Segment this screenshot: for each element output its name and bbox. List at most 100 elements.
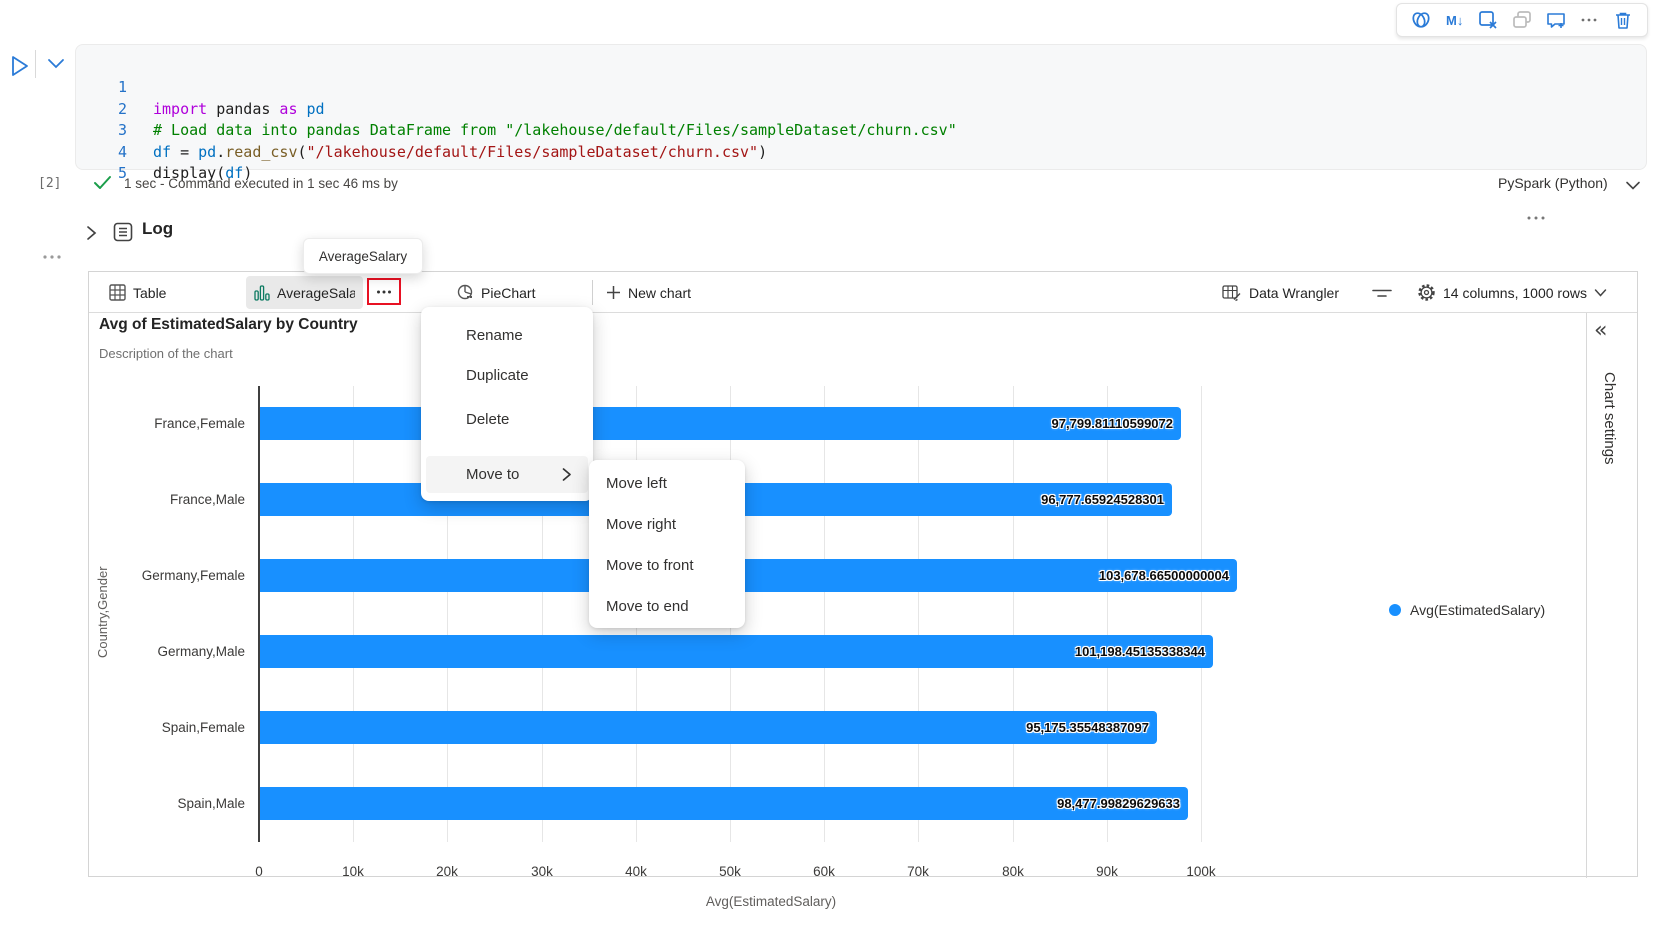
x-tick: 90k: [1096, 864, 1118, 879]
line-number: 3: [117, 121, 127, 140]
table-icon: [109, 284, 126, 301]
line-number: 5: [117, 163, 127, 182]
tab-label: AverageSala...: [277, 284, 355, 301]
filter-icon: [1372, 289, 1392, 297]
tab-label: New chart: [628, 284, 692, 301]
category-label: Germany,Female: [141, 568, 245, 583]
pie-chart-icon: [457, 284, 473, 300]
bar-germany-male[interactable]: 101,198.45135338344: [260, 635, 1213, 668]
chart-tab-more-button[interactable]: [367, 278, 401, 305]
bar-chart-icon: [254, 284, 270, 301]
log-list-icon: [112, 221, 134, 243]
tab-label: PieChart: [481, 284, 536, 301]
add-comment-icon: [1546, 13, 1565, 28]
move-to-submenu: Move left Move right Move to front Move …: [589, 460, 745, 628]
columns-settings-button[interactable]: 14 columns, 1000 rows: [1417, 276, 1607, 309]
delete-cell-icon: [1615, 12, 1630, 29]
chevron-down-icon[interactable]: [1625, 180, 1641, 192]
data-wrangler-button[interactable]: Data Wrangler: [1222, 276, 1339, 309]
bar-spain-male[interactable]: 98,477.99829629633: [260, 787, 1188, 820]
bar-france-female[interactable]: 97,799.81110599072: [260, 407, 1181, 440]
menu-item-move-to[interactable]: Move to: [426, 456, 588, 493]
add-comment-button[interactable]: [1544, 8, 1568, 32]
code-line: 3 df = pd.read_csv("/lakehouse/default/F…: [75, 99, 1645, 160]
bar-value-label: 98,477.99829629633: [1057, 796, 1180, 811]
tab-table[interactable]: Table: [109, 276, 166, 309]
legend-item[interactable]: Avg(EstimatedSalary): [1389, 602, 1545, 618]
play-icon: [12, 56, 28, 76]
copilot-icon: [1412, 12, 1430, 28]
log-section-title[interactable]: Log: [142, 219, 174, 238]
cell-toolbar: M↓: [1396, 3, 1648, 37]
tab-label: Data Wrangler: [1249, 284, 1340, 301]
bar-value-label: 101,198.45135338344: [1074, 644, 1205, 659]
gridline: [918, 386, 919, 842]
gridline: [353, 386, 354, 842]
category-label: Spain,Male: [177, 796, 245, 811]
submenu-item-move-right[interactable]: Move right: [606, 516, 677, 533]
clear-cell-button[interactable]: [1476, 8, 1500, 32]
settings-rail-divider: [1586, 313, 1587, 878]
kernel-selector[interactable]: PySpark (Python): [1498, 175, 1608, 191]
output-more-button[interactable]: [40, 248, 64, 266]
code-cell[interactable]: [75, 44, 1647, 170]
expand-settings-button[interactable]: «: [1594, 318, 1607, 343]
menu-item-duplicate[interactable]: Duplicate: [466, 367, 529, 384]
menu-item-delete[interactable]: Delete: [466, 411, 510, 428]
execution-count: [2]: [38, 176, 62, 191]
tab-averagesalary[interactable]: AverageSala...: [246, 276, 363, 309]
x-axis-label: Avg(EstimatedSalary): [705, 894, 837, 909]
execution-status-text: 1 sec - Command executed in 1 sec 46 ms …: [124, 176, 398, 191]
x-tick: 50k: [719, 864, 741, 879]
y-axis-label: Country,Gender: [95, 566, 110, 658]
tab-tooltip: AverageSalary: [303, 238, 423, 274]
columns-info: 14 columns, 1000 rows: [1443, 284, 1587, 301]
chevron-down-icon: [48, 59, 64, 69]
submenu-item-move-to-front[interactable]: Move to front: [606, 557, 694, 574]
chart-context-menu: Rename Duplicate Delete Move to: [421, 307, 593, 501]
gridline: [1013, 386, 1014, 842]
x-tick: 40k: [625, 864, 647, 879]
submenu-item-move-left[interactable]: Move left: [606, 475, 667, 492]
filter-button[interactable]: [1371, 276, 1393, 309]
gridline: [542, 386, 543, 842]
gridline: [824, 386, 825, 842]
gridline: [447, 386, 448, 842]
submenu-item-move-to-end[interactable]: Move to end: [606, 598, 689, 615]
run-cell-button[interactable]: [6, 52, 32, 80]
category-label: France,Female: [154, 416, 245, 431]
x-tick: 20k: [436, 864, 458, 879]
bar-spain-female[interactable]: 95,175.35548387097: [260, 711, 1157, 744]
log-more-button[interactable]: [1524, 208, 1548, 228]
bar-value-label: 95,175.35548387097: [1026, 720, 1149, 735]
line-number: 4: [117, 142, 127, 161]
line-number: 2: [117, 99, 127, 118]
category-label: France,Male: [169, 492, 245, 507]
expand-log-button[interactable]: [84, 224, 98, 242]
copilot-button[interactable]: [1409, 8, 1433, 32]
code-editor[interactable]: 1 import pandas as pd 2 # Load data into…: [75, 56, 1645, 182]
menu-item-rename[interactable]: Rename: [466, 327, 523, 344]
plus-icon: [607, 286, 620, 299]
tab-divider: [592, 280, 593, 305]
more-actions-button[interactable]: [1577, 8, 1601, 32]
bar-germany-female[interactable]: 103,678.66500000004: [260, 559, 1237, 592]
chevron-down-icon: [1594, 288, 1607, 297]
chart-settings-title: Chart settings: [1601, 372, 1618, 465]
tab-label: Table: [133, 284, 167, 301]
new-chart-button[interactable]: New chart: [606, 276, 691, 309]
delete-cell-button[interactable]: [1611, 8, 1635, 32]
more-icon: [43, 255, 61, 259]
tab-piechart[interactable]: PieChart: [457, 276, 535, 309]
chart-output-card: Table AverageSala...: [88, 271, 1638, 909]
collapse-cell-button[interactable]: [46, 57, 66, 71]
code-line: 2 # Load data into pandas DataFrame from…: [75, 77, 1645, 139]
copy-icon: [1513, 11, 1531, 28]
more-icon: [1581, 18, 1597, 22]
line-number: 1: [117, 78, 127, 97]
success-check-icon: [93, 175, 113, 191]
copy-cell-button[interactable]: [1510, 8, 1534, 32]
markdown-button[interactable]: M↓: [1443, 8, 1467, 32]
category-label: Germany,Male: [157, 644, 245, 659]
x-tick: 100k: [1186, 864, 1216, 879]
